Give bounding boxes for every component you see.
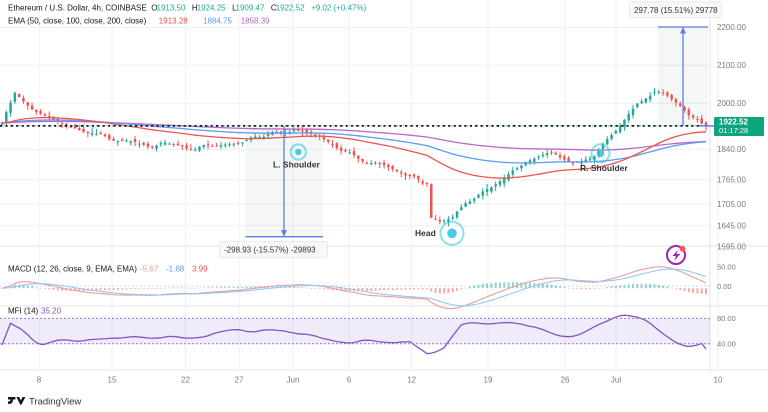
svg-text:1913.50: 1913.50 <box>157 4 186 13</box>
svg-text:1922.52: 1922.52 <box>276 4 305 13</box>
svg-text:12: 12 <box>407 376 416 385</box>
svg-text:1913.28: 1913.28 <box>159 17 188 26</box>
svg-text:-1.68: -1.68 <box>166 265 185 274</box>
svg-text:TradingView: TradingView <box>29 397 81 408</box>
svg-text:EMA (50, close, 100, close, 20: EMA (50, close, 100, close, 200, close) <box>8 17 147 26</box>
svg-text:+9.02 (+0.47%): +9.02 (+0.47%) <box>311 4 366 13</box>
svg-text:1840.00: 1840.00 <box>717 145 746 154</box>
svg-text:1705.00: 1705.00 <box>717 200 746 209</box>
svg-text:1909.47: 1909.47 <box>236 4 265 13</box>
svg-text:-5.67: -5.67 <box>140 265 159 274</box>
svg-text:1765.00: 1765.00 <box>717 176 746 185</box>
svg-text:50.00: 50.00 <box>717 263 736 272</box>
svg-text:1884.75: 1884.75 <box>203 17 232 26</box>
svg-text:MACD (12, 26, close, 9, EMA, E: MACD (12, 26, close, 9, EMA, EMA) <box>8 265 137 274</box>
svg-text:Head: Head <box>415 228 436 238</box>
svg-text:2000.00: 2000.00 <box>717 99 746 108</box>
svg-text:26: 26 <box>561 376 570 385</box>
svg-text:Jul: Jul <box>611 376 621 385</box>
svg-text:-298.93 (-15.57%) -29893: -298.93 (-15.57%) -29893 <box>224 246 316 255</box>
svg-text:80.00: 80.00 <box>717 314 736 323</box>
svg-text:8: 8 <box>37 376 42 385</box>
svg-text:6: 6 <box>347 376 352 385</box>
svg-text:40.00: 40.00 <box>717 340 736 349</box>
svg-text:R. Shoulder: R. Shoulder <box>580 163 628 173</box>
svg-text:1858.39: 1858.39 <box>241 17 270 26</box>
svg-text:10: 10 <box>714 376 723 385</box>
svg-text:3.99: 3.99 <box>192 265 208 274</box>
svg-text:1645.00: 1645.00 <box>717 222 746 231</box>
svg-text:L. Shoulder: L. Shoulder <box>273 160 320 170</box>
svg-text:01:17:28: 01:17:28 <box>719 126 748 135</box>
svg-text:35.20: 35.20 <box>41 307 62 316</box>
svg-text:0.00: 0.00 <box>717 282 732 291</box>
svg-text:22: 22 <box>181 376 190 385</box>
svg-text:Jun: Jun <box>287 376 300 385</box>
svg-text:MFI (14): MFI (14) <box>8 307 39 316</box>
svg-text:2200.00: 2200.00 <box>717 23 746 32</box>
svg-text:19: 19 <box>484 376 493 385</box>
svg-text:2100.00: 2100.00 <box>717 61 746 70</box>
svg-text:297.78 (15.51%) 29778: 297.78 (15.51%) 29778 <box>634 6 718 15</box>
svg-text:1595.00: 1595.00 <box>717 243 746 252</box>
svg-text:15: 15 <box>108 376 117 385</box>
svg-text:1924.25: 1924.25 <box>197 4 226 13</box>
svg-text:27: 27 <box>235 376 244 385</box>
svg-text:Ethereum / U.S. Dollar, 4h, CO: Ethereum / U.S. Dollar, 4h, COINBASE <box>8 4 147 13</box>
